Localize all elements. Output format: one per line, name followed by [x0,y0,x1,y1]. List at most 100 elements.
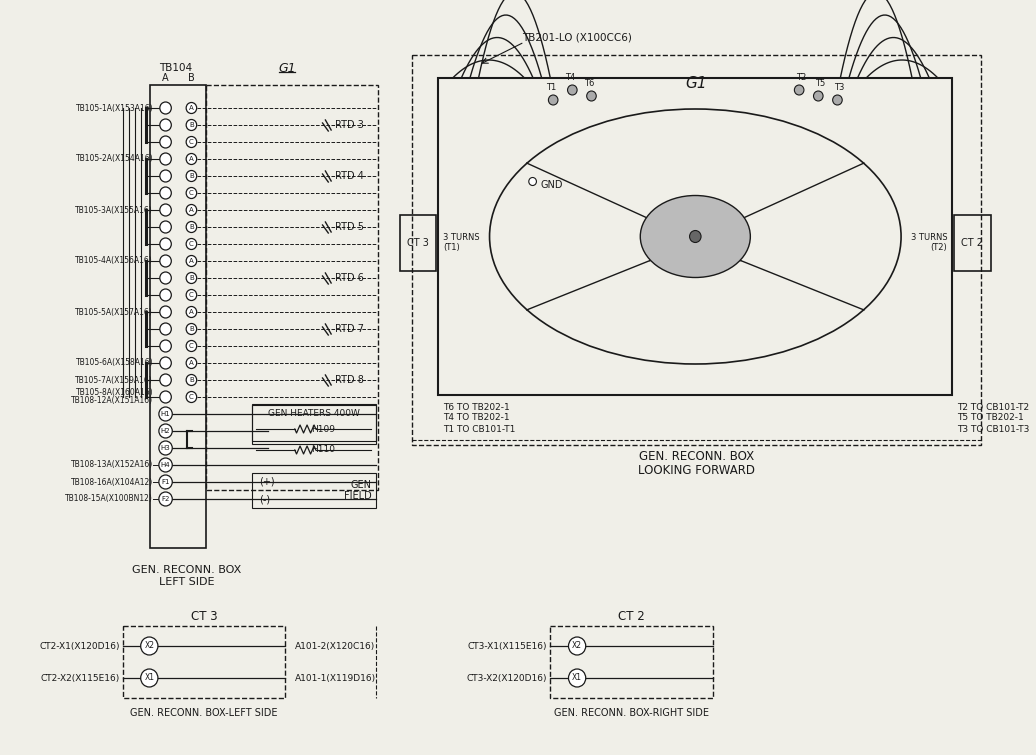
Circle shape [160,187,171,199]
Text: F1: F1 [162,479,170,485]
Text: B: B [189,173,194,179]
Circle shape [186,392,197,402]
Text: TB105-8A(X160A16): TB105-8A(X160A16) [76,389,153,397]
Circle shape [813,91,823,101]
Text: T2 TO CB101-T2: T2 TO CB101-T2 [957,402,1029,411]
Circle shape [160,374,171,386]
Bar [954,214,990,270]
Text: T1 TO CB101-T1: T1 TO CB101-T1 [443,424,516,433]
Circle shape [141,669,157,687]
Text: TB108-13A(X152A16): TB108-13A(X152A16) [70,461,153,470]
Circle shape [186,374,197,386]
Text: B: B [189,73,195,83]
Text: A101-1(X119D16): A101-1(X119D16) [295,673,376,683]
Circle shape [160,408,171,420]
Text: B: B [189,377,194,383]
Text: C: C [189,394,194,400]
Circle shape [160,425,171,437]
Circle shape [160,272,171,284]
Text: (+): (+) [259,477,275,487]
Text: T6: T6 [584,79,595,88]
Circle shape [160,391,171,403]
Circle shape [160,476,171,488]
Circle shape [528,177,537,186]
Text: TB105-1A(X153A16): TB105-1A(X153A16) [76,103,153,112]
Text: T5 TO TB202-1: T5 TO TB202-1 [957,414,1024,423]
Bar [400,214,436,270]
Bar [550,626,713,698]
Text: GEN. RECONN. BOX-LEFT SIDE: GEN. RECONN. BOX-LEFT SIDE [131,708,278,718]
Text: CT2-X1(X120D16): CT2-X1(X120D16) [39,642,119,651]
Bar [150,85,206,548]
Text: A: A [189,360,194,366]
Text: RTD 6: RTD 6 [335,273,364,283]
Circle shape [186,307,197,318]
Text: LEFT SIDE: LEFT SIDE [159,577,214,587]
Circle shape [159,407,172,421]
Circle shape [160,204,171,216]
Bar [122,626,285,698]
Text: B: B [189,326,194,332]
Text: TB105-6A(X158A16): TB105-6A(X158A16) [76,359,153,368]
Text: RTD 5: RTD 5 [335,222,364,232]
Circle shape [160,255,171,267]
Circle shape [160,493,171,505]
Circle shape [160,340,171,352]
Text: A: A [189,258,194,264]
Text: F2: F2 [162,496,170,502]
Text: TB108-16A(X104A12): TB108-16A(X104A12) [70,477,153,486]
Circle shape [186,137,197,147]
Circle shape [186,255,197,267]
Circle shape [186,119,197,131]
Text: X2: X2 [572,642,582,651]
Text: (-): (-) [259,494,270,504]
Circle shape [160,136,171,148]
Circle shape [160,238,171,250]
Circle shape [186,205,197,215]
Circle shape [833,95,842,105]
Circle shape [690,230,701,242]
Text: A: A [189,156,194,162]
Text: X2: X2 [144,642,154,651]
Text: T2: T2 [796,73,806,82]
Text: A: A [163,73,169,83]
Text: GEN HEATERS 400W: GEN HEATERS 400W [268,408,359,418]
Circle shape [586,91,597,101]
Text: TB104: TB104 [159,63,192,73]
Circle shape [159,424,172,438]
Text: GEN. RECONN. BOX-RIGHT SIDE: GEN. RECONN. BOX-RIGHT SIDE [554,708,710,718]
Circle shape [186,153,197,165]
Text: RTD 7: RTD 7 [335,324,364,334]
Text: A101-2(X120C16): A101-2(X120C16) [295,642,375,651]
Text: RTD 4: RTD 4 [335,171,364,181]
Text: LOOKING FORWARD: LOOKING FORWARD [638,464,755,476]
Text: T3: T3 [834,84,844,93]
Circle shape [160,323,171,335]
Circle shape [159,492,172,506]
Text: CT 2: CT 2 [961,238,983,248]
Text: 3 TURNS
(T1): 3 TURNS (T1) [443,233,480,252]
Circle shape [568,85,577,95]
Circle shape [160,170,171,182]
Circle shape [160,459,171,471]
Circle shape [160,306,171,318]
Circle shape [569,669,585,687]
Text: T3 TO CB101-T3: T3 TO CB101-T3 [957,424,1030,433]
Circle shape [141,637,157,655]
Text: B: B [189,224,194,230]
Text: CT 3: CT 3 [191,609,218,623]
Text: C: C [189,343,194,349]
Text: CT2-X2(X115E16): CT2-X2(X115E16) [40,673,119,683]
Text: RTD 3: RTD 3 [335,120,364,130]
Text: A: A [189,105,194,111]
Circle shape [186,171,197,181]
Circle shape [186,323,197,334]
Bar [438,78,952,395]
Bar [252,473,376,508]
Text: C: C [189,241,194,247]
Text: GEN
FIELD: GEN FIELD [344,479,371,501]
Text: A: A [189,309,194,315]
Text: C: C [189,139,194,145]
Circle shape [186,103,197,113]
Text: X1: X1 [572,673,582,683]
